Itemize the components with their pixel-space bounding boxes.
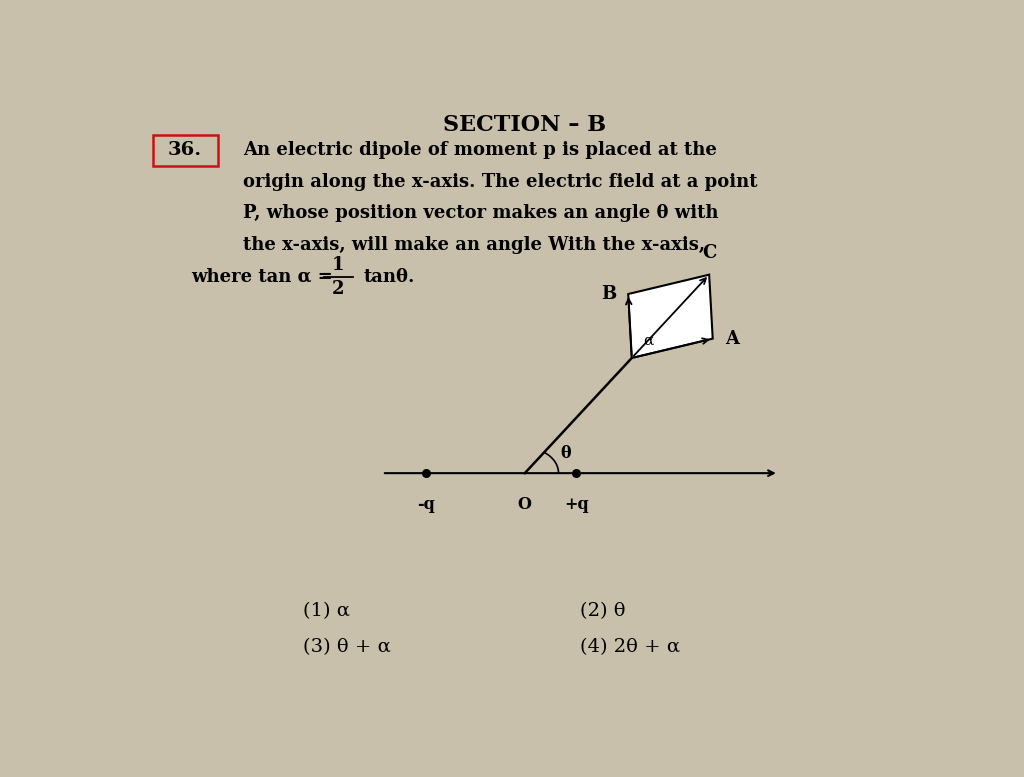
Text: C: C [702, 243, 717, 262]
Text: O: O [518, 496, 531, 513]
Text: 2: 2 [332, 280, 344, 298]
Text: B: B [601, 285, 616, 303]
Text: (4) 2θ + α: (4) 2θ + α [581, 638, 681, 656]
Text: where tan α =: where tan α = [191, 268, 340, 286]
Text: (3) θ + α: (3) θ + α [303, 638, 390, 656]
Text: the x-axis, will make an angle With the x-axis,: the x-axis, will make an angle With the … [243, 236, 706, 254]
Text: 1: 1 [332, 256, 344, 274]
Text: (2) θ: (2) θ [581, 601, 626, 620]
Text: θ: θ [561, 445, 571, 462]
Text: tanθ.: tanθ. [364, 268, 415, 286]
Text: P, whose position vector makes an angle θ with: P, whose position vector makes an angle … [243, 204, 719, 222]
FancyBboxPatch shape [153, 134, 218, 166]
Text: SECTION – B: SECTION – B [443, 114, 606, 136]
Polygon shape [628, 274, 713, 358]
Text: origin along the x-axis. The electric field at a point: origin along the x-axis. The electric fi… [243, 172, 758, 191]
Text: 36.: 36. [168, 141, 202, 159]
Text: -q: -q [417, 496, 434, 513]
Text: (1) α: (1) α [303, 601, 349, 620]
Text: An electric dipole of moment p is placed at the: An electric dipole of moment p is placed… [243, 141, 717, 159]
Text: +q: +q [564, 496, 589, 513]
Text: α: α [644, 333, 654, 347]
Text: A: A [726, 329, 739, 347]
